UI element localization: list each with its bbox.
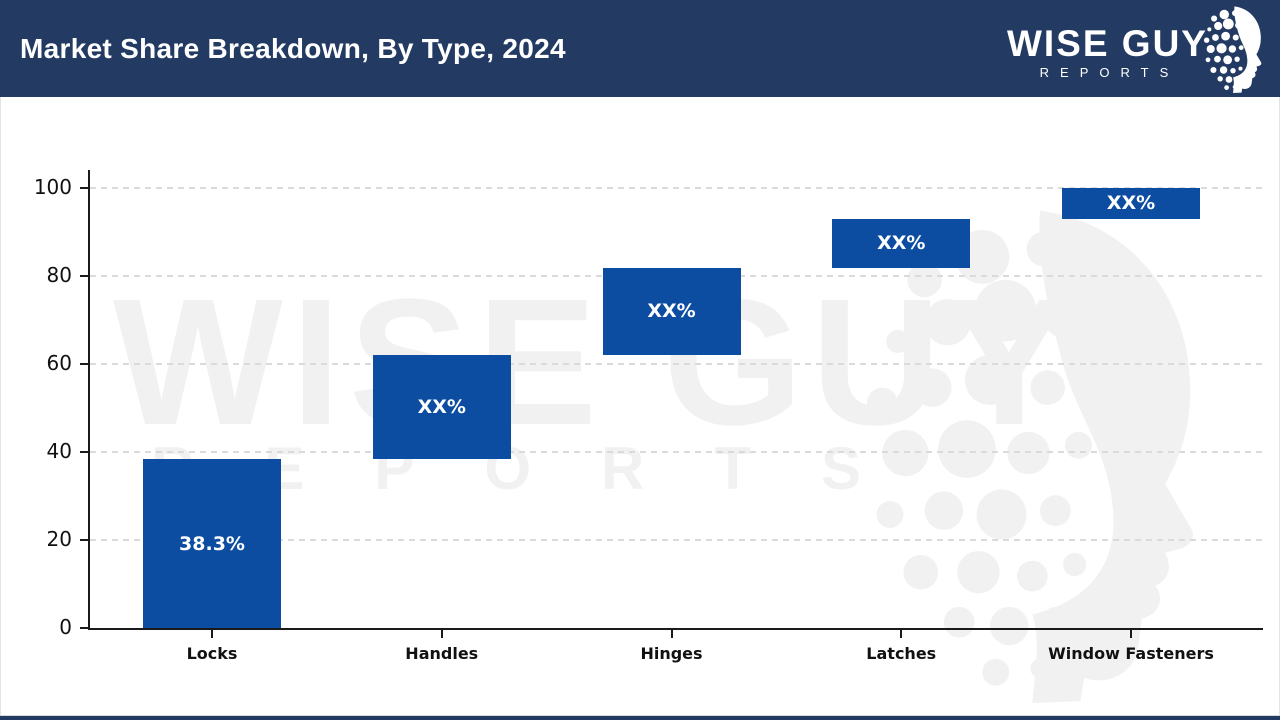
x-tick-label: Handles xyxy=(405,644,479,663)
x-tick-mark xyxy=(670,630,673,638)
bar-hinges[interactable]: XX% xyxy=(602,267,741,355)
gridline xyxy=(90,186,1263,189)
y-tick-mark xyxy=(80,450,88,453)
y-axis-line xyxy=(88,170,90,630)
bar-label: XX% xyxy=(1106,192,1156,215)
page-title: Market Share Breakdown, By Type, 2024 xyxy=(20,32,566,64)
waterfall-plot: 0 20 40 60 80 100 Locks Handles Hinges Latches Win… xyxy=(1,97,1280,716)
brand-subtitle: REPORTS xyxy=(1039,64,1180,80)
y-tick-label: 0 xyxy=(59,615,72,639)
x-tick-mark xyxy=(440,630,443,638)
y-tick-label: 60 xyxy=(46,350,72,375)
brand-logo: WISE GUY REPORTS xyxy=(1007,4,1266,94)
bar-window-fasteners[interactable]: XX% xyxy=(1062,187,1200,220)
x-tick-mark xyxy=(1130,630,1132,638)
y-tick-mark xyxy=(80,538,88,541)
y-tick-mark xyxy=(80,627,88,629)
x-tick-label: Window Fasteners xyxy=(1048,644,1214,663)
bar-latches[interactable]: XX% xyxy=(832,219,971,268)
bar-label: XX% xyxy=(417,396,466,419)
x-tick-mark xyxy=(211,630,213,638)
bar-locks[interactable]: 38.3% xyxy=(143,459,281,628)
gridline xyxy=(90,450,1263,453)
x-tick-label: Hinges xyxy=(640,644,703,663)
brand-text: WISE GUY REPORTS xyxy=(1007,25,1208,80)
x-tick-label: Locks xyxy=(186,644,238,663)
gridline xyxy=(90,362,1263,365)
x-tick-mark xyxy=(900,630,903,638)
header-band: Market Share Breakdown, By Type, 2024 WI… xyxy=(0,0,1280,97)
footer-hairline xyxy=(0,715,1280,716)
footer-bar xyxy=(0,716,1280,720)
chart-region: WISE GUY REPORTS 0 20 40 60 80 100 Locks Handle… xyxy=(0,97,1280,716)
x-axis-line xyxy=(88,628,1263,630)
brand-name: WISE GUY xyxy=(1006,22,1208,64)
watermark-text: WISE GUY xyxy=(113,262,1078,463)
y-tick-label: 20 xyxy=(46,526,72,551)
bar-label: 38.3% xyxy=(179,532,245,555)
y-tick-mark xyxy=(80,362,88,365)
bar-label: XX% xyxy=(877,232,926,255)
wiseguy-head-icon xyxy=(1194,5,1266,93)
y-tick-mark xyxy=(80,186,88,189)
bar-label: XX% xyxy=(647,300,696,323)
y-tick-label: 40 xyxy=(46,438,72,463)
gridline xyxy=(90,538,1263,541)
bar-handles[interactable]: XX% xyxy=(372,354,511,460)
y-tick-label: 80 xyxy=(46,262,72,287)
y-tick-mark xyxy=(80,274,88,277)
y-tick-label: 100 xyxy=(33,174,72,199)
x-tick-label: Latches xyxy=(866,644,937,663)
